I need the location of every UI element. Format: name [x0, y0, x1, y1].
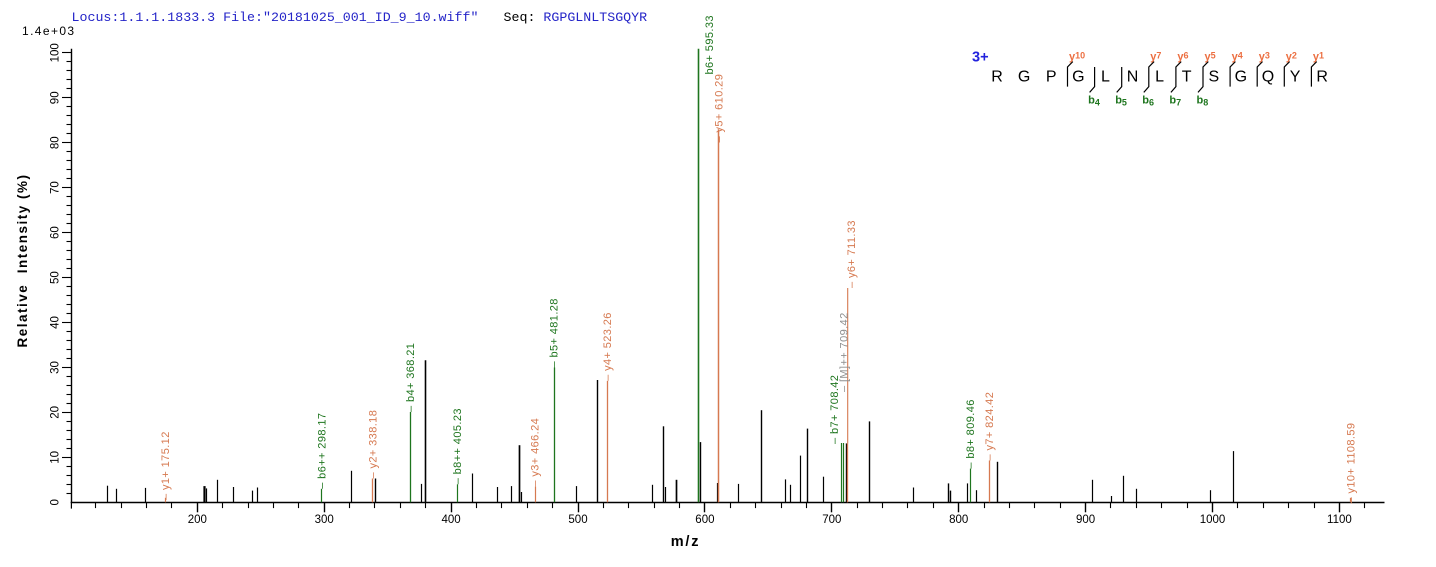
svg-text:b6+ 595.33: b6+ 595.33	[704, 15, 716, 74]
svg-text:y7: y7	[1150, 51, 1161, 64]
svg-text:40: 40	[50, 316, 62, 329]
svg-text:R: R	[991, 69, 1003, 86]
svg-text:70: 70	[50, 181, 62, 194]
svg-text:500: 500	[568, 514, 587, 526]
svg-text:700: 700	[822, 514, 841, 526]
svg-text:300: 300	[315, 514, 334, 526]
svg-text:80: 80	[50, 136, 62, 149]
svg-text:50: 50	[50, 271, 62, 284]
svg-text:S: S	[1208, 69, 1219, 86]
svg-text:– b4+ 368.21: – b4+ 368.21	[405, 343, 417, 412]
svg-text:R: R	[1316, 69, 1328, 86]
svg-text:G: G	[1072, 69, 1084, 86]
svg-text:– y7+ 824.42: – y7+ 824.42	[984, 392, 996, 461]
svg-text:– y2+ 338.18: – y2+ 338.18	[367, 410, 379, 479]
svg-text:– y1+ 175.12: – y1+ 175.12	[160, 431, 172, 500]
svg-text:b7: b7	[1169, 95, 1181, 108]
svg-text:y4: y4	[1232, 51, 1243, 64]
svg-text:L: L	[1101, 69, 1110, 86]
svg-text:400: 400	[442, 514, 461, 526]
svg-text:– b6++ 298.17: – b6++ 298.17	[316, 413, 328, 489]
svg-text:G: G	[1235, 69, 1247, 86]
svg-text:60: 60	[50, 226, 62, 239]
svg-text:1.4e+03: 1.4e+03	[22, 24, 76, 38]
svg-text:b8: b8	[1197, 95, 1209, 108]
svg-text:– y6+ 711.33: – y6+ 711.33	[846, 220, 858, 288]
svg-text:– y3+ 466.24: – y3+ 466.24	[530, 418, 542, 487]
svg-text:0: 0	[50, 499, 62, 505]
svg-text:90: 90	[50, 91, 62, 104]
svg-text:N: N	[1127, 69, 1139, 86]
svg-text:Y: Y	[1290, 69, 1301, 86]
svg-text:600: 600	[695, 514, 714, 526]
svg-text:Locus:1.1.1.1833.3 File:"20181: Locus:1.1.1.1833.3 File:"20181025_001_ID…	[72, 10, 479, 25]
svg-text:b4: b4	[1088, 95, 1100, 108]
svg-text:y2: y2	[1286, 51, 1297, 64]
svg-text:L: L	[1155, 69, 1164, 86]
svg-text:– b8+ 809.46: – b8+ 809.46	[965, 399, 977, 468]
svg-text:– b5+ 481.28: – b5+ 481.28	[549, 298, 561, 367]
svg-text:b6: b6	[1142, 95, 1154, 108]
svg-text:3+: 3+	[972, 50, 989, 66]
svg-text:100: 100	[50, 43, 62, 62]
svg-text:m/z: m/z	[671, 534, 701, 550]
svg-text:– y4+ 523.26: – y4+ 523.26	[602, 312, 614, 381]
svg-text:y3: y3	[1259, 51, 1270, 64]
svg-text:800: 800	[949, 514, 968, 526]
svg-text:– y10+ 1108.59: – y10+ 1108.59	[1345, 423, 1357, 504]
svg-text:y1: y1	[1313, 51, 1324, 64]
svg-text:T: T	[1182, 69, 1192, 86]
svg-text:– [M]++ 709.42: – [M]++ 709.42	[839, 312, 851, 392]
svg-text:– b7+ 708.42: – b7+ 708.42	[829, 375, 841, 444]
svg-text:y5: y5	[1205, 51, 1216, 64]
svg-text:Q: Q	[1262, 69, 1274, 86]
svg-text:P: P	[1046, 69, 1057, 86]
svg-text:900: 900	[1076, 514, 1095, 526]
svg-text:200: 200	[188, 514, 207, 526]
svg-text:– b8++ 405.23: – b8++ 405.23	[452, 408, 464, 484]
svg-text:10: 10	[50, 451, 62, 464]
svg-text:G: G	[1018, 69, 1030, 86]
svg-text:1100: 1100	[1327, 514, 1352, 526]
svg-text:RGPGLNLTSGQYR: RGPGLNLTSGQYR	[543, 10, 647, 25]
svg-text:y6: y6	[1177, 51, 1188, 64]
svg-text:y10: y10	[1069, 51, 1085, 64]
svg-text:– y5+ 610.29: – y5+ 610.29	[713, 74, 725, 143]
svg-text:1000: 1000	[1200, 514, 1226, 526]
svg-text:b5: b5	[1115, 95, 1127, 108]
svg-text:20: 20	[50, 406, 62, 419]
svg-text:Seq:: Seq:	[504, 10, 536, 25]
svg-text:Relative Intensity (%): Relative Intensity (%)	[15, 173, 30, 347]
svg-text:30: 30	[50, 361, 62, 374]
